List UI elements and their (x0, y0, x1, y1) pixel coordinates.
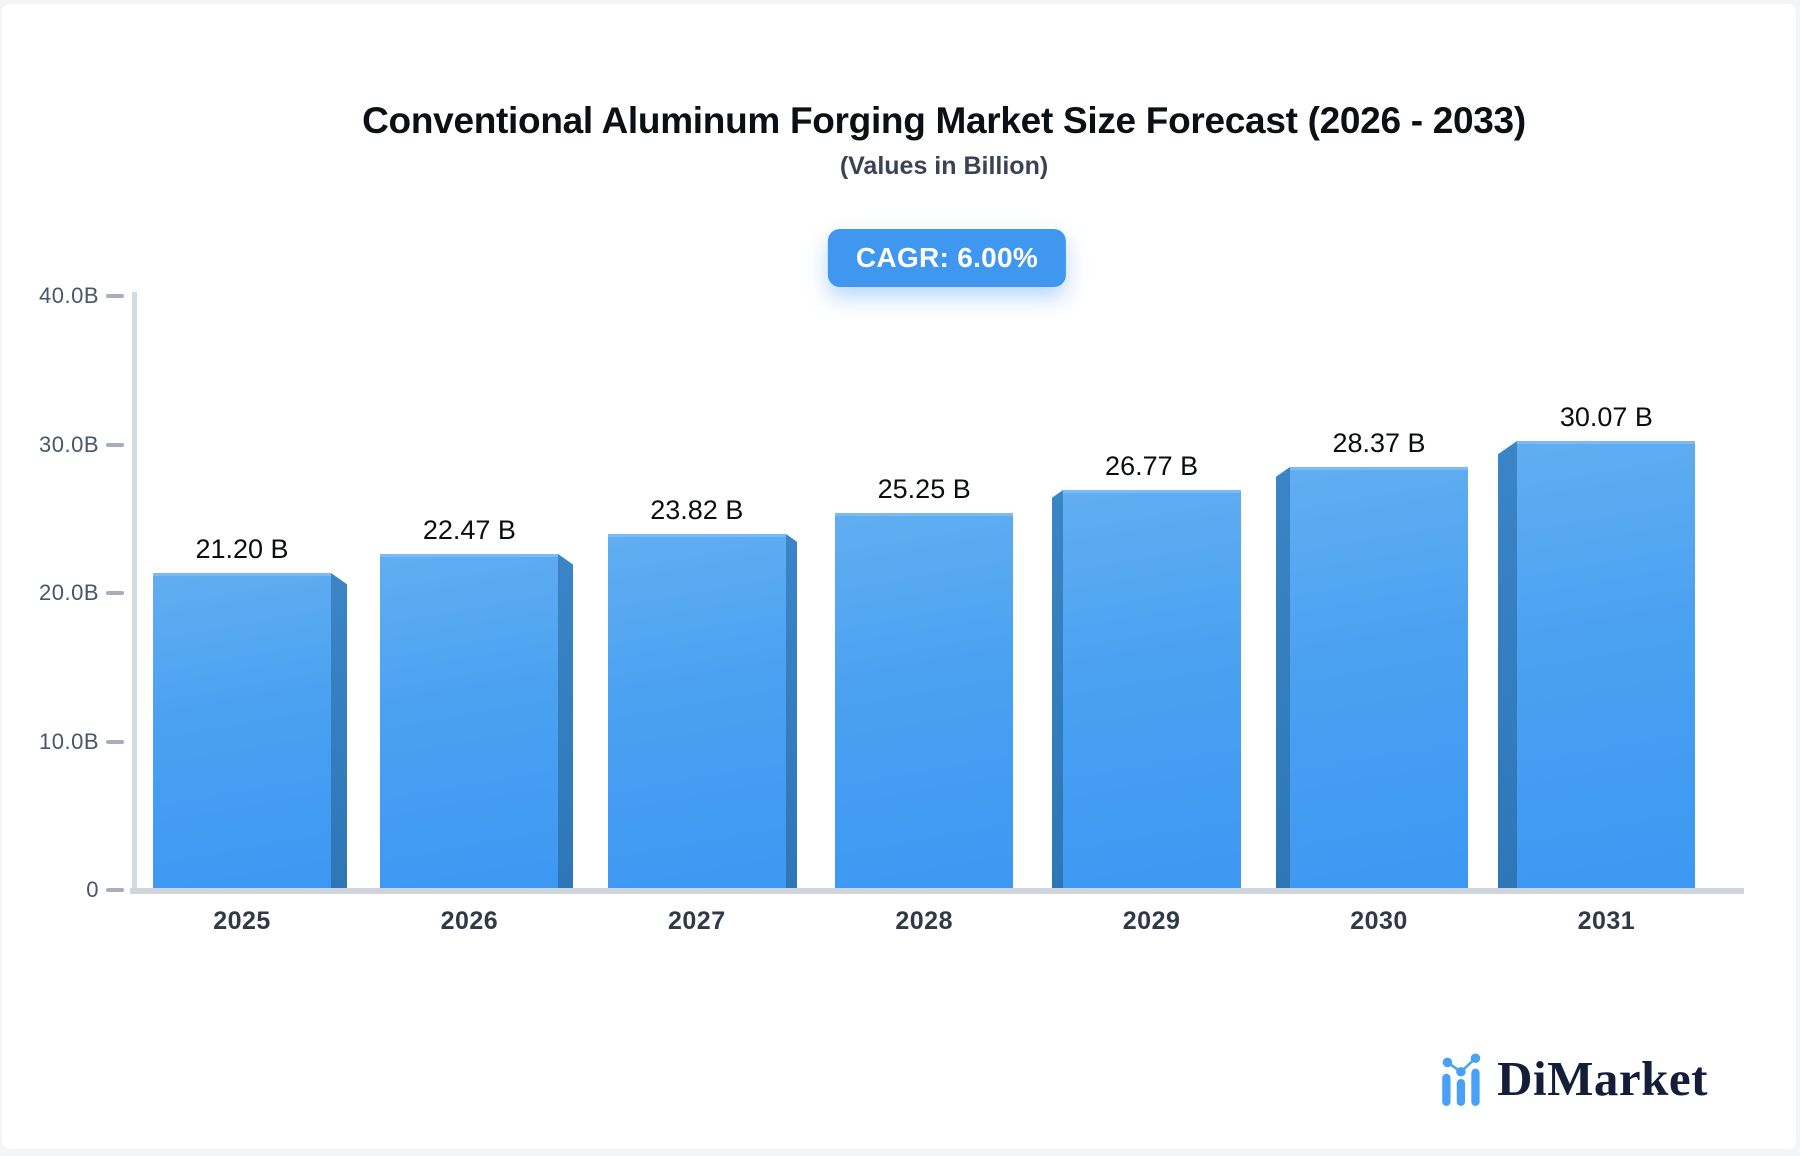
bar-face (835, 513, 1014, 888)
y-tick-mark (106, 888, 124, 892)
x-axis-label: 2029 (1122, 907, 1181, 935)
bar-value-label: 28.37 B (1332, 427, 1426, 458)
bar-2027 (607, 534, 797, 888)
x-axis-label: 2031 (1577, 907, 1636, 935)
chart-title: Conventional Aluminum Forging Market Siz… (362, 100, 1526, 141)
bar-value-label: 25.25 B (877, 474, 971, 505)
y-tick-label: 20.0B (39, 580, 99, 605)
bar-face (1062, 490, 1241, 888)
bar-2030 (1276, 466, 1468, 888)
bar-2028 (835, 513, 1014, 888)
bar-face (380, 554, 559, 888)
bar-value-label: 21.20 B (195, 534, 289, 565)
bar-3d-side (1498, 441, 1518, 888)
bar-value-label: 26.77 B (1105, 451, 1199, 482)
bar-face (153, 573, 331, 888)
bar-3d-side (1276, 466, 1290, 888)
chart-subtitle: (Values in Billion) (839, 152, 1049, 180)
bar-face (1517, 441, 1696, 888)
bar-3d-side (331, 573, 347, 888)
cagr-badge: CAGR: 6.00% (827, 229, 1067, 287)
bar-2029 (1051, 490, 1241, 888)
x-axis-label: 2027 (667, 907, 726, 935)
x-axis-label: 2026 (440, 907, 499, 935)
y-tick-mark (106, 739, 124, 744)
x-axis-label: 2028 (895, 907, 953, 935)
bar-face (1290, 466, 1468, 888)
bar-value-label: 22.47 B (422, 515, 516, 546)
bar-2026 (380, 554, 574, 888)
y-tick-mark (106, 591, 124, 595)
y-tick-label: 30.0B (39, 431, 99, 457)
bar-2025 (153, 573, 347, 888)
y-tick-mark (106, 294, 124, 298)
x-axis-label: 2030 (1350, 907, 1408, 935)
bar-face (607, 534, 786, 888)
x-axis-label: 2025 (213, 907, 271, 935)
bar-2031 (1498, 441, 1696, 888)
chart-card: Conventional Aluminum Forging Market Siz… (2, 4, 1796, 1149)
bar-3d-side (1051, 490, 1063, 888)
x-axis-baseline (130, 888, 1744, 894)
y-tick-label: 0 (86, 877, 99, 902)
bar-3d-side (785, 534, 797, 888)
bar-3d-side (558, 554, 574, 888)
bar-value-label: 30.07 B (1559, 402, 1653, 433)
y-tick-label: 40.0B (39, 283, 99, 308)
y-tick-label: 10.0B (39, 728, 99, 754)
y-axis-line (132, 292, 137, 890)
bar-line-chart-icon (1442, 1052, 1481, 1106)
y-tick-mark (106, 442, 124, 447)
logo-wordmark: DiMarket (1497, 1051, 1708, 1106)
bar-value-label: 23.82 B (650, 495, 744, 526)
dimarket-logo: DiMarket (1442, 1050, 1708, 1107)
